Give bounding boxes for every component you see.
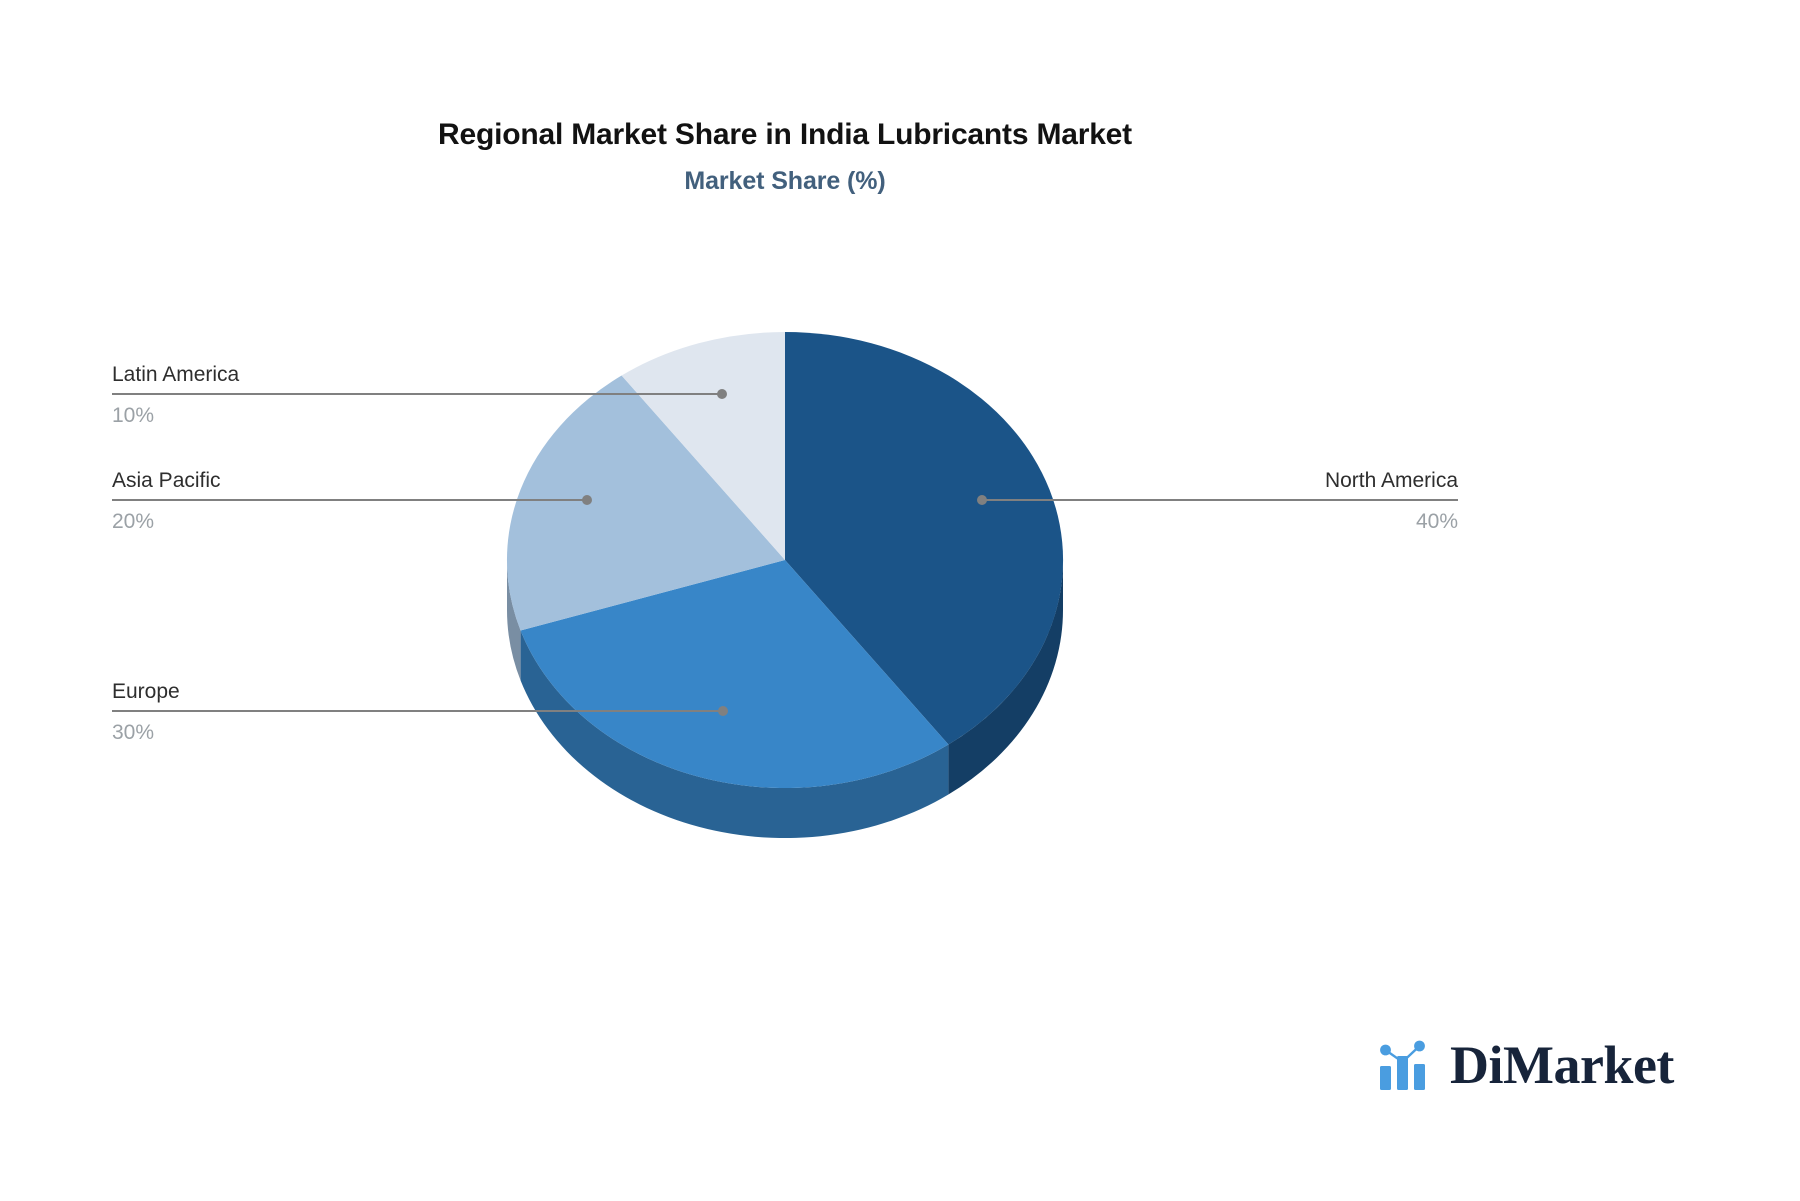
- pie-label-latin-america-name: Latin America: [112, 363, 240, 386]
- pie-label-europe-name: Europe: [112, 680, 180, 703]
- bar-chart-trend-icon: [1380, 1040, 1425, 1090]
- pie-label-europe-value: 30%: [112, 721, 155, 745]
- pie-label-latin-america-value: 10%: [112, 404, 155, 428]
- pie-top-faces-group: [506, 332, 1064, 789]
- pie-depth-europe: [520, 630, 949, 839]
- pie-depth-asia-pacific: [507, 560, 521, 681]
- brand-logo-text: DiMarket: [1450, 1035, 1674, 1095]
- pie-label-europe: Europe 30%: [112, 679, 532, 747]
- pie-label-north-america: North America 40%: [1038, 468, 1458, 536]
- leader-dot-asia-pacific: [582, 495, 592, 505]
- pie-depth-north-america: [948, 560, 1063, 795]
- pie-slice-asia-pacific: [506, 375, 785, 631]
- pie-slice-latin-america: [621, 332, 785, 560]
- pie-label-asia-pacific: Asia Pacific 20%: [112, 468, 532, 536]
- pie-slice-europe: [520, 560, 949, 789]
- brand-logo: DiMarket: [1378, 1038, 1674, 1092]
- pie-label-north-america-value: 40%: [1415, 510, 1458, 534]
- pie-slice-north-america: [785, 332, 1064, 745]
- pie-label-asia-pacific-value: 20%: [112, 510, 155, 534]
- leader-dot-europe: [718, 706, 728, 716]
- pie-label-north-america-name: North America: [1324, 469, 1458, 492]
- pie-depth-group: [507, 560, 1063, 839]
- leader-lines-group: [112, 389, 1458, 716]
- pie-label-latin-america: Latin America 10%: [112, 362, 532, 430]
- leader-dot-latin-america: [717, 389, 727, 399]
- pie-label-asia-pacific-name: Asia Pacific: [112, 469, 221, 492]
- leader-dot-north-america: [977, 495, 987, 505]
